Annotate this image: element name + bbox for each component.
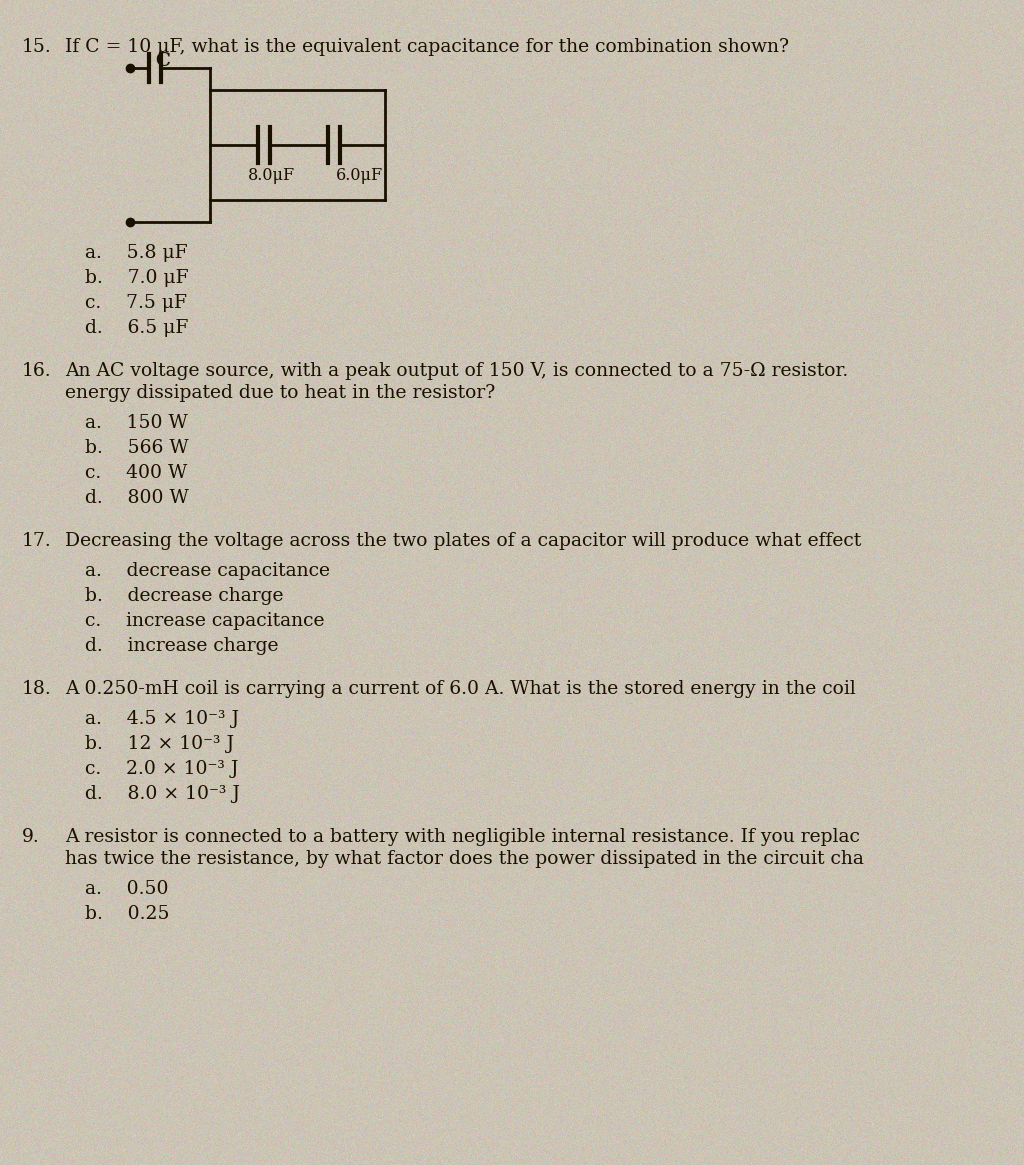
Text: 9.: 9.: [22, 828, 40, 846]
Text: 17.: 17.: [22, 532, 52, 550]
Text: energy dissipated due to heat in the resistor?: energy dissipated due to heat in the res…: [65, 384, 496, 402]
Text: c.  2.0 × 10⁻³ J: c. 2.0 × 10⁻³ J: [85, 760, 239, 778]
Text: 18.: 18.: [22, 680, 52, 698]
Text: a.  5.8 μF: a. 5.8 μF: [85, 243, 187, 262]
Text: b.  566 W: b. 566 W: [85, 439, 188, 457]
Text: c.  increase capacitance: c. increase capacitance: [85, 612, 325, 630]
Text: c.  7.5 μF: c. 7.5 μF: [85, 294, 187, 312]
Text: A resistor is connected to a battery with negligible internal resistance. If you: A resistor is connected to a battery wit…: [65, 828, 860, 846]
Text: c.  400 W: c. 400 W: [85, 464, 187, 482]
Text: d.  increase charge: d. increase charge: [85, 637, 279, 655]
Text: A 0.250-mH coil is carrying a current of 6.0 A. What is the stored energy in the: A 0.250-mH coil is carrying a current of…: [65, 680, 856, 698]
Text: Decreasing the voltage across the two plates of a capacitor will produce what ef: Decreasing the voltage across the two pl…: [65, 532, 861, 550]
Text: b.  7.0 μF: b. 7.0 μF: [85, 269, 188, 287]
Text: a.  0.50: a. 0.50: [85, 880, 169, 898]
Text: d.  800 W: d. 800 W: [85, 489, 188, 507]
Text: An AC voltage source, with a peak output of 150 V, is connected to a 75-Ω resist: An AC voltage source, with a peak output…: [65, 362, 848, 380]
Text: b.  12 × 10⁻³ J: b. 12 × 10⁻³ J: [85, 735, 234, 753]
Text: b.  0.25: b. 0.25: [85, 905, 170, 923]
Text: d.  6.5 μF: d. 6.5 μF: [85, 319, 188, 337]
Text: a.  150 W: a. 150 W: [85, 414, 187, 432]
Text: 6.0μF: 6.0μF: [336, 167, 383, 184]
Text: 15.: 15.: [22, 38, 52, 56]
Text: a.  4.5 × 10⁻³ J: a. 4.5 × 10⁻³ J: [85, 709, 240, 728]
Text: a.  decrease capacitance: a. decrease capacitance: [85, 562, 330, 580]
Text: C: C: [155, 52, 170, 70]
Text: 16.: 16.: [22, 362, 51, 380]
Text: b.  decrease charge: b. decrease charge: [85, 587, 284, 605]
Text: d.  8.0 × 10⁻³ J: d. 8.0 × 10⁻³ J: [85, 785, 240, 803]
Text: If C = 10 μF, what is the equivalent capacitance for the combination shown?: If C = 10 μF, what is the equivalent cap…: [65, 38, 790, 56]
Text: 8.0μF: 8.0μF: [248, 167, 295, 184]
Text: has twice the resistance, by what factor does the power dissipated in the circui: has twice the resistance, by what factor…: [65, 850, 864, 868]
